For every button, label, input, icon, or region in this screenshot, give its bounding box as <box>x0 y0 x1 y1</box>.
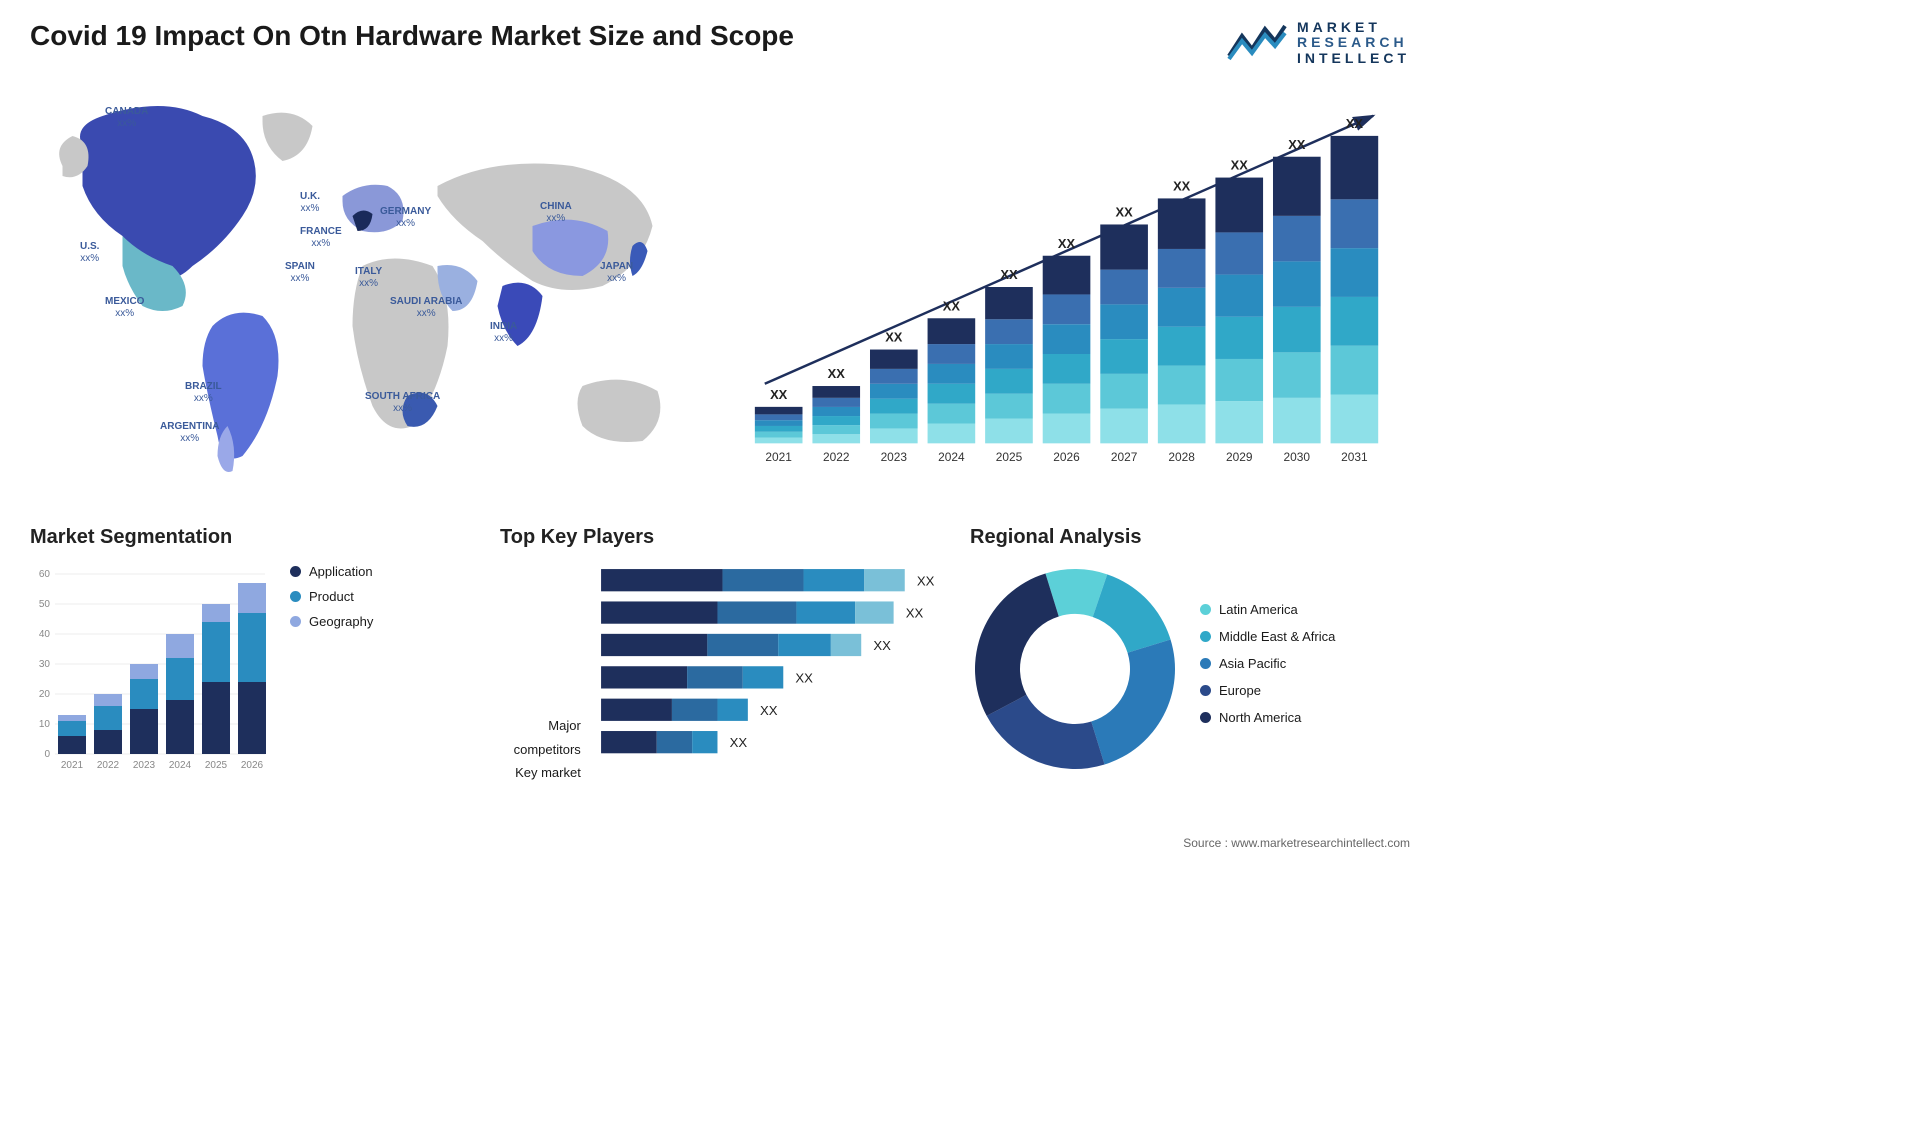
svg-text:50: 50 <box>39 599 51 610</box>
svg-text:XX: XX <box>917 573 935 588</box>
map-label: INDIAxx% <box>490 321 517 345</box>
segmentation-bar-chart: 0 10 20 30 40 50 60 2021 2022 2023 2024 2025 2026 <box>30 564 270 774</box>
svg-text:XX: XX <box>1231 158 1249 173</box>
svg-text:XX: XX <box>873 638 891 653</box>
legend-item: North America <box>1200 710 1335 725</box>
logo-icon <box>1227 21 1287 66</box>
players-bar-chart: XX XX XX XX XX XX <box>596 564 940 777</box>
map-label: BRAZILxx% <box>185 381 222 405</box>
svg-text:2028: 2028 <box>1168 450 1195 464</box>
svg-text:XX: XX <box>760 703 778 718</box>
world-map-section: CANADAxx% U.S.xx% MEXICOxx% BRAZILxx% ARGENT… <box>30 86 705 486</box>
svg-text:0: 0 <box>44 749 50 760</box>
map-label: SPAINxx% <box>285 261 315 285</box>
regional-panel: Regional Analysis Latin America Middle Ea… <box>970 526 1410 806</box>
map-label: MEXICOxx% <box>105 296 144 320</box>
forecast-chart-section: XX 2021 XX 2022 XX 2023 XX 2024 XX 2025 XX 2026 XX 20… <box>735 86 1410 486</box>
svg-text:XX: XX <box>828 366 846 381</box>
svg-text:XX: XX <box>795 671 813 686</box>
regional-donut-chart <box>970 564 1180 774</box>
svg-text:2025: 2025 <box>205 760 228 771</box>
svg-text:XX: XX <box>885 330 903 345</box>
segmentation-title: Market Segmentation <box>30 526 470 549</box>
legend-item: Geography <box>290 614 373 629</box>
legend-item: Latin America <box>1200 602 1335 617</box>
forecast-bar-chart: XX 2021 XX 2022 XX 2023 XX 2024 XX 2025 XX 2026 XX 20… <box>735 86 1410 483</box>
svg-text:10: 10 <box>39 719 51 730</box>
legend-item: Europe <box>1200 683 1335 698</box>
svg-text:XX: XX <box>770 387 788 402</box>
legend-item: Middle East & Africa <box>1200 629 1335 644</box>
svg-text:2026: 2026 <box>1053 450 1080 464</box>
svg-text:2026: 2026 <box>241 760 264 771</box>
svg-text:60: 60 <box>39 569 51 580</box>
svg-text:2024: 2024 <box>938 450 965 464</box>
svg-text:2021: 2021 <box>61 760 84 771</box>
logo-text: MARKET RESEARCH INTELLECT <box>1297 20 1410 66</box>
map-label: GERMANYxx% <box>380 206 431 230</box>
svg-text:2022: 2022 <box>97 760 120 771</box>
svg-text:2022: 2022 <box>823 450 850 464</box>
svg-text:XX: XX <box>906 606 924 621</box>
svg-text:2021: 2021 <box>765 450 792 464</box>
map-label: FRANCExx% <box>300 226 342 250</box>
map-label: ARGENTINAxx% <box>160 421 219 445</box>
svg-text:30: 30 <box>39 659 51 670</box>
segmentation-legend: Application Product Geography <box>290 564 373 774</box>
map-label: U.K.xx% <box>300 191 320 215</box>
svg-text:40: 40 <box>39 629 51 640</box>
map-label: U.S.xx% <box>80 241 99 265</box>
regional-title: Regional Analysis <box>970 526 1410 549</box>
svg-text:XX: XX <box>1346 116 1364 131</box>
legend-item: Asia Pacific <box>1200 656 1335 671</box>
svg-text:20: 20 <box>39 689 51 700</box>
svg-text:2025: 2025 <box>996 450 1023 464</box>
svg-text:2031: 2031 <box>1341 450 1368 464</box>
svg-text:2024: 2024 <box>169 760 192 771</box>
map-label: CHINAxx% <box>540 201 572 225</box>
svg-text:XX: XX <box>1288 137 1306 152</box>
svg-text:XX: XX <box>943 299 961 314</box>
map-label: JAPANxx% <box>600 261 633 285</box>
map-label: SOUTH AFRICAxx% <box>365 391 440 415</box>
map-label: SAUDI ARABIAxx% <box>390 296 462 320</box>
svg-text:2029: 2029 <box>1226 450 1253 464</box>
svg-text:XX: XX <box>1173 179 1191 194</box>
source-text: Source : www.marketresearchintellect.com <box>1183 836 1410 850</box>
svg-text:XX: XX <box>1058 236 1076 251</box>
svg-text:2023: 2023 <box>881 450 908 464</box>
svg-text:2023: 2023 <box>133 760 156 771</box>
players-panel: Top Key Players Major competitors Key ma… <box>500 526 940 806</box>
legend-item: Product <box>290 589 373 604</box>
segmentation-panel: Market Segmentation 0 10 20 30 40 50 60 2021 202… <box>30 526 470 806</box>
map-label: ITALYxx% <box>355 266 382 290</box>
brand-logo: MARKET RESEARCH INTELLECT <box>1227 20 1410 66</box>
svg-text:XX: XX <box>1000 267 1018 282</box>
page-title: Covid 19 Impact On Otn Hardware Market S… <box>30 20 794 52</box>
regional-legend: Latin America Middle East & Africa Asia Pa… <box>1200 602 1335 737</box>
svg-text:2030: 2030 <box>1284 450 1311 464</box>
legend-item: Application <box>290 564 373 579</box>
svg-text:XX: XX <box>1115 205 1133 220</box>
svg-text:2027: 2027 <box>1111 450 1138 464</box>
svg-text:XX: XX <box>729 735 747 750</box>
players-title: Top Key Players <box>500 526 940 549</box>
players-labels: Major competitors Key market <box>500 564 581 784</box>
map-label: CANADAxx% <box>105 106 148 130</box>
